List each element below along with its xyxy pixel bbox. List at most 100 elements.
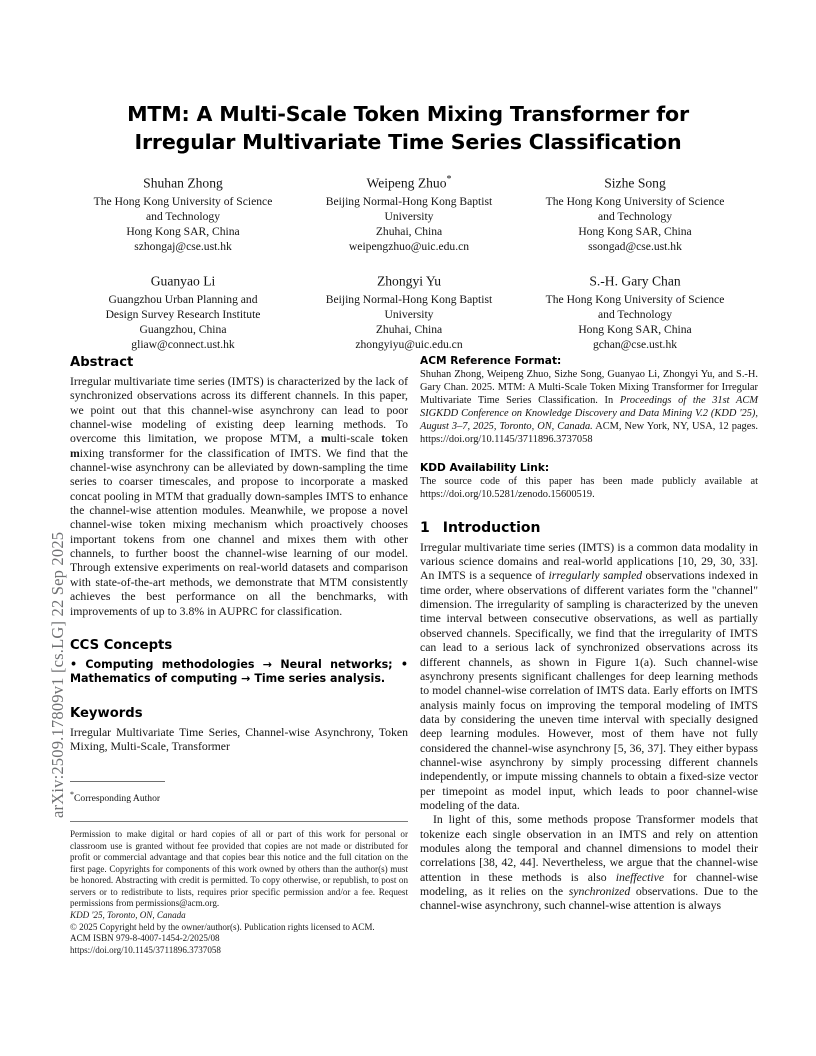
author-location: Hong Kong SAR, China [126, 224, 240, 238]
keywords-text: Irregular Multivariate Time Series, Chan… [70, 726, 408, 754]
footnote-rule [70, 781, 165, 782]
author-name-text: Shuhan Zhong [143, 175, 223, 191]
author-corresponding-marker: * [446, 174, 452, 185]
left-column: Abstract Irregular multivariate time ser… [70, 355, 408, 755]
author-email: szhongaj@cse.ust.hk [134, 240, 232, 254]
author-location: Hong Kong SAR, China [578, 323, 692, 337]
author-affiliation: The Hong Kong University of Science [93, 194, 273, 208]
author-affiliation: Beijing Normal-Hong Kong Baptist [325, 292, 493, 306]
author-affiliation: Beijing Normal-Hong Kong Baptist [325, 194, 493, 208]
author-name: Weipeng Zhuo* [302, 170, 516, 193]
corresponding-author-text: Corresponding Author [74, 793, 161, 805]
author-block: Guanyao Li Guangzhou Urban Planning and … [70, 268, 296, 352]
intro-p2-italic-2: synchronized [568, 885, 631, 898]
abstract-part-3: oken [385, 432, 408, 446]
ccs-concepts-text: • Computing methodologies → Neural netwo… [70, 657, 408, 686]
copyright-holder-line: © 2025 Copyright held by the owner/autho… [70, 921, 375, 932]
author-affiliation-cont: and Technology [146, 209, 220, 223]
author-name: Zhongyi Yu [302, 268, 516, 291]
author-block: Zhongyi Yu Beijing Normal-Hong Kong Bapt… [296, 268, 522, 352]
intro-p2-italic-1: ineffective [615, 870, 665, 884]
author-name-text: S.-H. Gary Chan [589, 273, 681, 289]
author-block: Sizhe Song The Hong Kong University of S… [522, 170, 748, 254]
author-location: Hong Kong SAR, China [578, 224, 692, 238]
author-affiliation: Guangzhou Urban Planning and [108, 292, 258, 306]
copyright-doi: https://doi.org/10.1145/3711896.3737058 [70, 944, 221, 955]
introduction-number: 1 [420, 519, 430, 536]
author-row: Guanyao Li Guangzhou Urban Planning and … [70, 268, 748, 352]
introduction-paragraph-2: In light of this, some methods propose T… [420, 813, 758, 913]
paper-title-line2: Irregular Multivariate Time Series Class… [134, 130, 682, 154]
author-name-text: Weipeng Zhuo [366, 175, 447, 191]
intro-p1-part-2: observations indexed in time order, wher… [420, 569, 758, 812]
keywords-heading: Keywords [70, 706, 143, 722]
intro-p2-part-3: observations. Due to the channel-wise as… [420, 885, 758, 913]
intro-p2-part-2: for channel-wise modeling, as it relies … [420, 870, 758, 898]
author-row: Shuhan Zhong The Hong Kong University of… [70, 170, 748, 254]
author-block: S.-H. Gary Chan The Hong Kong University… [522, 268, 748, 352]
author-location: Guangzhou, China [139, 323, 227, 337]
author-name: Shuhan Zhong [76, 170, 290, 193]
title-block: MTM: A Multi-Scale Token Mixing Transfor… [118, 100, 698, 156]
availability-heading: KDD Availability Link: [420, 461, 550, 474]
copyright-isbn: ACM ISBN 979-8-4007-1454-2/2025/08 [70, 933, 220, 944]
author-name-text: Zhongyi Yu [376, 273, 442, 289]
ccs-concepts-heading: CCS Concepts [70, 637, 173, 653]
author-name: Guanyao Li [76, 268, 290, 291]
paper-title-line1: MTM: A Multi-Scale Token Mixing Transfor… [127, 102, 689, 126]
corresponding-author-note: *Corresponding Author [70, 789, 408, 805]
author-name: S.-H. Gary Chan [528, 268, 742, 291]
spacer [420, 447, 758, 462]
author-affiliation: The Hong Kong University of Science [545, 194, 725, 208]
author-email: gliaw@connect.ust.hk [131, 338, 235, 352]
copyright-venue: KDD '25, Toronto, ON, Canada [70, 910, 186, 921]
abstract-text: Irregular multivariate time series (IMTS… [70, 375, 408, 619]
acm-reference-text: Shuhan Zhong, Weipeng Zhuo, Sizhe Song, … [420, 368, 758, 447]
author-location: Zhuhai, China [375, 224, 443, 238]
author-block: Weipeng Zhuo* Beijing Normal-Hong Kong B… [296, 170, 522, 254]
right-column: ACM Reference Format: Shuhan Zhong, Weip… [420, 355, 758, 914]
abstract-heading: Abstract [70, 355, 134, 370]
author-list: Shuhan Zhong The Hong Kong University of… [70, 170, 748, 353]
page-title: MTM: A Multi-Scale Token Mixing Transfor… [118, 100, 698, 156]
copyright-permission-text: Permission to make digital or hard copie… [70, 829, 408, 909]
author-email: weipengzhuo@uic.edu.cn [348, 240, 470, 254]
introduction-heading: 1 Introduction [420, 520, 758, 536]
corresponding-marker: * [70, 790, 74, 799]
author-affiliation-cont: Design Survey Research Institute [105, 308, 261, 322]
acm-reference-heading: ACM Reference Format: [420, 355, 562, 367]
acm-reference-proceedings: Proceedings of the 31st ACM SIGKDD Confe… [420, 395, 758, 433]
intro-p1-italic-1: irregularly sampled [548, 569, 643, 583]
abstract-bold-m2: m [70, 446, 80, 460]
author-affiliation: The Hong Kong University of Science [545, 292, 725, 306]
spacer [420, 501, 758, 520]
author-name: Sizhe Song [528, 170, 742, 193]
availability-text: The source code of this paper has been m… [420, 475, 758, 500]
acm-reference-part-1: Shuhan Zhong, Weipeng Zhuo, Sizhe Song, … [420, 369, 758, 407]
copyright-rule [70, 821, 408, 823]
author-affiliation-cont: and Technology [598, 308, 672, 322]
intro-p2-part-1: In light of this, some methods propose T… [420, 813, 758, 884]
spacer [70, 619, 408, 638]
abstract-part-2: ulti-scale [330, 432, 382, 446]
acm-reference-part-2: ACM, New York, NY, USA, 12 pages. https:… [420, 421, 758, 446]
author-email: ssongad@cse.ust.hk [588, 240, 682, 254]
author-email: zhongyiyu@uic.edu.cn [355, 338, 463, 352]
author-affiliation-cont: University [384, 209, 434, 223]
abstract-part-1: Irregular multivariate time series (IMTS… [70, 375, 408, 446]
author-location: Zhuhai, China [375, 323, 443, 337]
author-name-text: Sizhe Song [604, 175, 666, 191]
author-affiliation-cont: University [384, 308, 434, 322]
intro-p1-part-1: Irregular multivariate time series (IMTS… [420, 540, 758, 583]
footnote-area: *Corresponding Author Permission to make… [70, 781, 408, 956]
abstract-part-4: ixing transformer for the classification… [70, 446, 408, 618]
introduction-heading-text: Introduction [442, 519, 541, 536]
author-email: gchan@cse.ust.hk [592, 338, 678, 352]
author-name-text: Guanyao Li [150, 273, 216, 289]
author-affiliation-cont: and Technology [598, 209, 672, 223]
spacer [70, 687, 408, 706]
abstract-bold-t: t [381, 432, 386, 446]
author-block: Shuhan Zhong The Hong Kong University of… [70, 170, 296, 254]
abstract-bold-m1: m [320, 432, 331, 446]
